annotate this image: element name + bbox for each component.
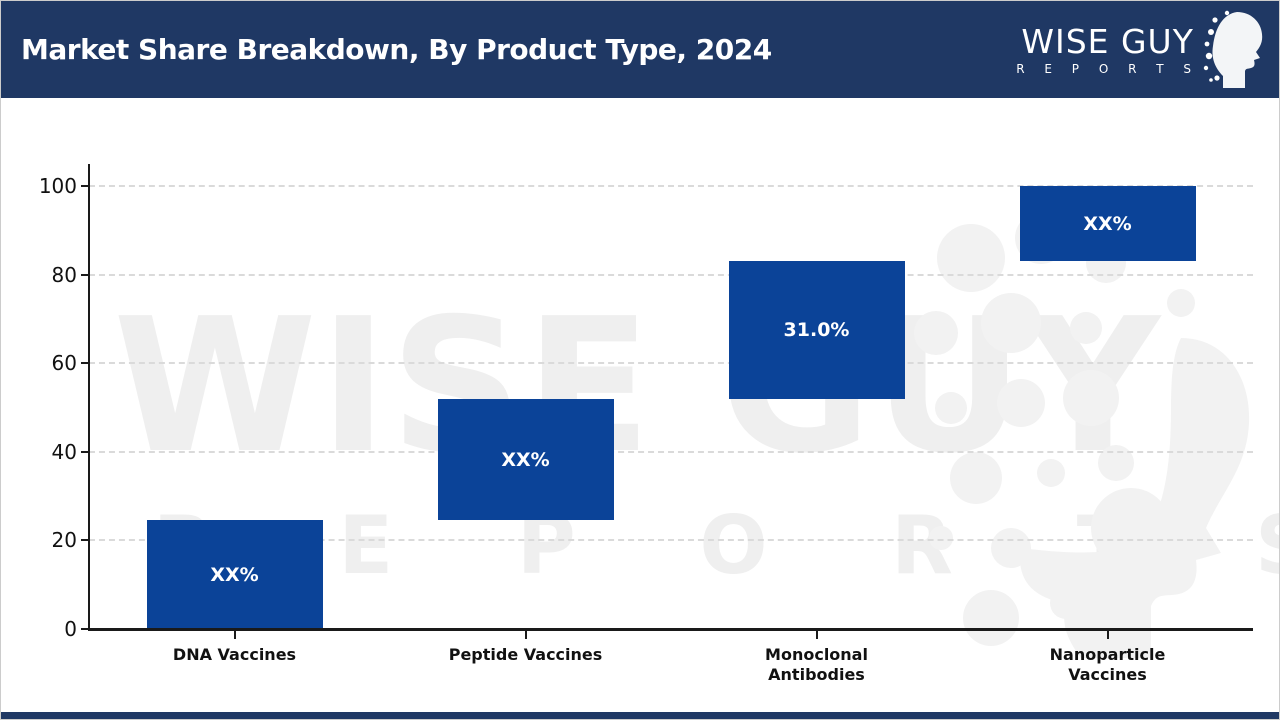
bar-dna-vaccines: XX% xyxy=(146,520,323,629)
bar-value-label: XX% xyxy=(501,448,550,471)
bar-monoclonal-antibodies: 31.0% xyxy=(728,261,905,399)
y-tick-mark-60 xyxy=(81,362,89,365)
page-title: Market Share Breakdown, By Product Type,… xyxy=(21,33,772,66)
y-tick-mark-20 xyxy=(81,539,89,542)
x-category-label-1: Peptide Vaccines xyxy=(448,645,603,664)
x-category-label-0: DNA Vaccines xyxy=(172,645,297,664)
grid-line-40 xyxy=(89,450,1253,453)
y-tick-label-100: 100 xyxy=(38,174,77,198)
watermark-dotted-head xyxy=(914,212,1250,658)
logo-name: WISE GUY xyxy=(1021,21,1194,61)
y-tick-mark-80 xyxy=(81,273,89,276)
x-category-label-3: Nanoparticle Vaccines xyxy=(1049,645,1166,684)
y-tick-mark-40 xyxy=(81,450,89,453)
footer-band xyxy=(1,712,1279,719)
logo-text: WISE GUY R E P O R T S xyxy=(1016,25,1199,75)
y-tick-label-40: 40 xyxy=(51,439,77,464)
y-tick-mark-100 xyxy=(81,185,89,187)
y-tick-label-80: 80 xyxy=(51,262,77,287)
y-tick-label-60: 60 xyxy=(51,351,77,376)
logo-subtitle: R E P O R T S xyxy=(1016,61,1199,76)
header-band: Market Share Breakdown, By Product Type,… xyxy=(1,1,1279,98)
grid-line-80 xyxy=(89,273,1253,276)
grid-line-20 xyxy=(89,539,1253,542)
x-tick-mark-0 xyxy=(233,631,236,639)
bar-peptide-vaccines: XX% xyxy=(437,398,614,521)
bar-value-label: XX% xyxy=(210,563,259,586)
grid-line-60 xyxy=(89,362,1253,365)
y-tick-mark-0 xyxy=(81,628,89,630)
x-axis-line xyxy=(88,628,1253,631)
bar-value-label: XX% xyxy=(1083,212,1132,235)
bar-value-label: 31.0% xyxy=(783,318,850,341)
grid-line-100 xyxy=(89,185,1253,187)
wise-guy-reports-logo: WISE GUY R E P O R T S xyxy=(1016,10,1267,90)
chart-plot-area: WISE GUY R E P O R T S 0 20 40 60 80 100 XX% DN… xyxy=(1,98,1279,714)
x-tick-mark-3 xyxy=(1106,631,1109,639)
y-tick-label-0: 0 xyxy=(64,617,77,641)
y-axis-spine xyxy=(88,164,90,631)
y-tick-label-20: 20 xyxy=(51,528,77,553)
x-tick-mark-2 xyxy=(815,631,818,639)
x-category-label-2: Monoclonal Antibodies xyxy=(765,645,868,684)
dotted-head-icon xyxy=(1203,10,1263,88)
x-tick-mark-1 xyxy=(524,631,527,639)
bar-nanoparticle-vaccines: XX% xyxy=(1019,186,1196,262)
